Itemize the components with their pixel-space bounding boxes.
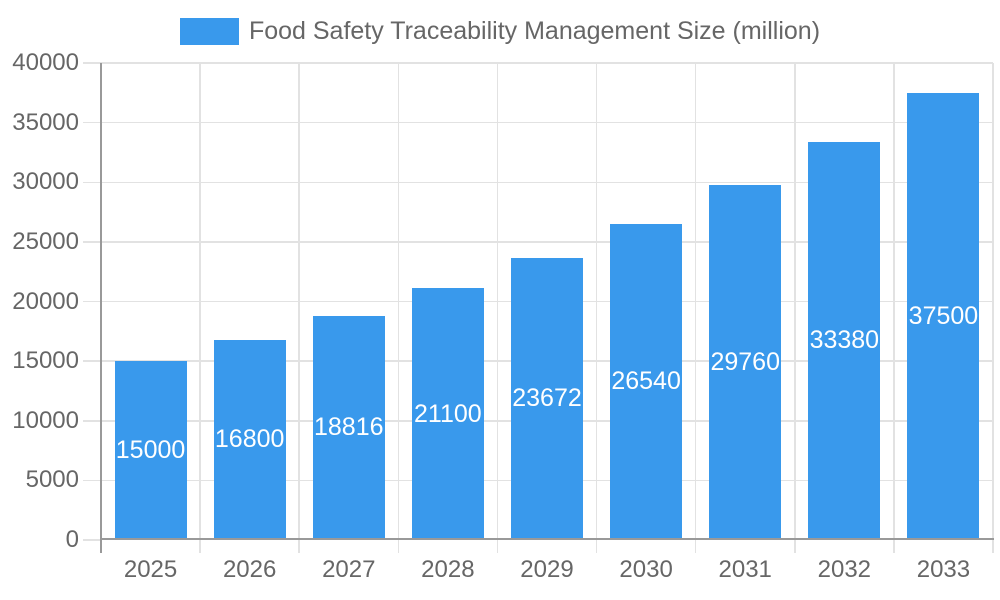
x-tick [595,540,598,553]
x-tick [992,540,994,553]
bar-value-label: 29760 [710,348,780,377]
y-axis-label: 20000 [12,287,79,315]
x-tick [199,540,201,553]
bar-value-label: 26540 [611,367,681,396]
bar: 15000 [114,361,187,540]
v-gridline [992,63,994,540]
y-tick [83,539,101,541]
bar-value-label: 23672 [512,384,582,413]
y-axis-label: 10000 [12,406,79,434]
x-axis-label: 2028 [421,556,475,583]
y-axis-line [99,63,102,553]
v-gridline [794,63,796,540]
x-tick [694,540,697,553]
x-axis-label: 2032 [817,556,872,583]
bar-value-label: 33380 [809,326,880,355]
y-axis-label: 15000 [12,347,79,375]
y-axis-label: 30000 [12,168,79,196]
bar-value-label: 18816 [314,413,384,442]
legend-label: Food Safety Traceability Management Size… [248,16,821,45]
h-gridline [101,181,993,183]
y-tick [83,479,101,482]
x-tick [298,540,300,553]
bar: 29760 [709,185,782,540]
x-tick [496,540,499,553]
y-tick [83,121,101,124]
y-axis-label: 5000 [25,466,79,494]
v-gridline [496,63,499,540]
y-tick [83,181,101,183]
x-axis-label: 2030 [619,556,673,583]
v-gridline [595,63,598,540]
bar: 16800 [213,339,286,540]
h-gridline [101,62,993,64]
y-axis-label: 35000 [12,108,79,136]
x-axis-label: 2033 [916,556,971,583]
h-gridline [101,121,993,124]
legend-swatch [179,17,239,45]
bar-value-label: 15000 [115,436,186,465]
x-tick [893,540,895,553]
bar: 23672 [511,257,583,540]
x-axis-label: 2027 [322,556,376,583]
bar: 18816 [312,315,385,540]
x-axis-label: 2026 [222,556,277,583]
chart-legend: Food Safety Traceability Management Size… [0,17,1000,45]
v-gridline [397,63,400,540]
bar-value-label: 37500 [908,301,979,330]
bar: 26540 [610,223,683,540]
x-axis-label: 2031 [718,556,772,583]
h-gridline [101,241,993,243]
x-axis-label: 2029 [520,556,574,583]
y-axis-label: 40000 [12,49,79,76]
bar: 33380 [808,141,881,540]
y-tick [83,360,101,362]
v-gridline [199,63,201,540]
x-axis-line [99,538,994,540]
bar-value-label: 16800 [214,425,285,454]
bar-value-label: 21100 [414,399,482,428]
v-gridline [893,63,895,540]
y-tick [83,420,101,422]
x-tick [397,540,400,553]
v-gridline [694,63,697,540]
bar: 37500 [907,92,980,540]
y-tick [83,62,101,64]
y-tick [83,300,101,303]
y-axis-label: 25000 [12,227,79,255]
x-axis-label: 2025 [123,556,178,583]
bar: 21100 [411,288,484,540]
y-tick [83,241,101,243]
x-tick [794,540,796,553]
v-gridline [298,63,300,540]
y-axis-label: 0 [65,526,79,553]
